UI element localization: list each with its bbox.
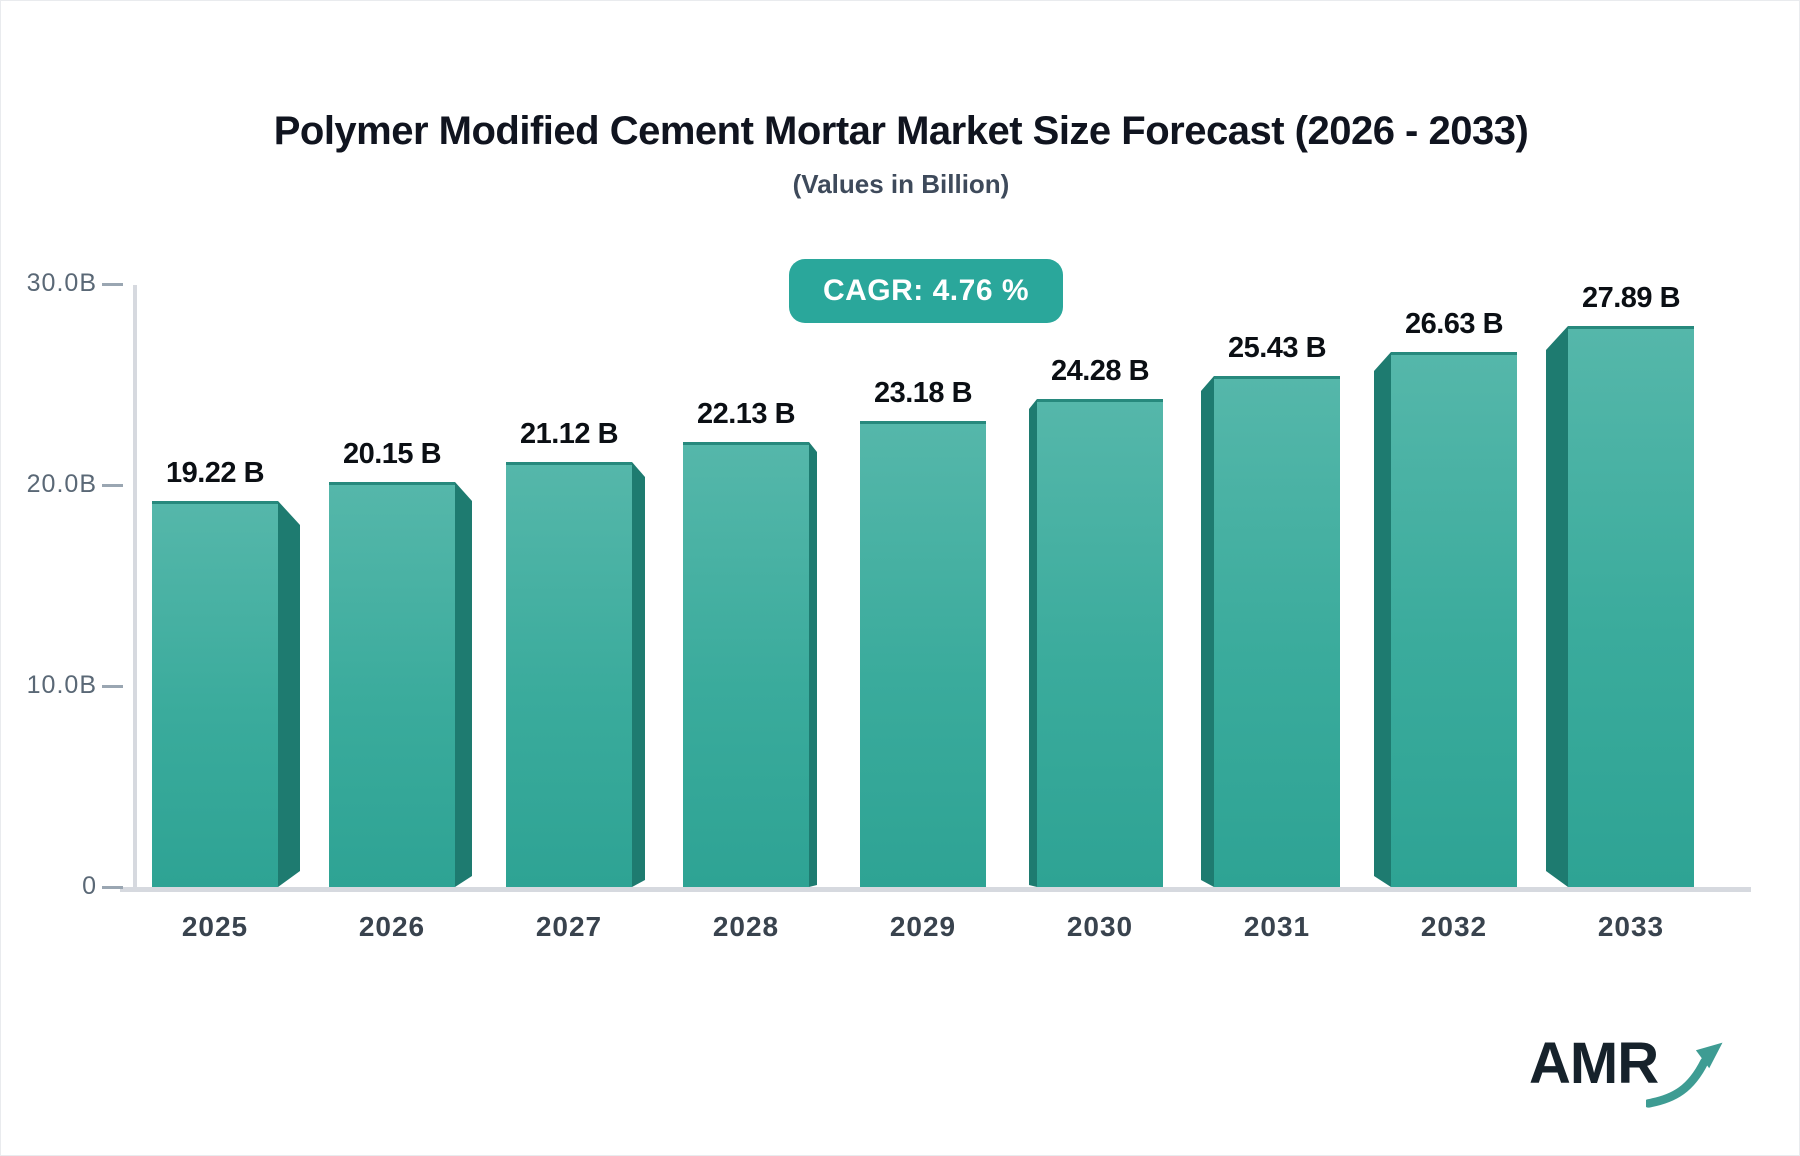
bar-value-label: 27.89 B xyxy=(1581,282,1681,314)
y-axis-line xyxy=(133,285,137,892)
bar xyxy=(1391,352,1517,887)
bar-value-label: 19.22 B xyxy=(165,457,265,489)
y-tick-label: 10.0B xyxy=(26,671,97,699)
brand-logo-text: AMR xyxy=(1529,1031,1659,1096)
bar-value-label: 22.13 B xyxy=(696,398,796,430)
y-tick-label: 0 xyxy=(82,872,97,900)
x-tick-label: 2032 xyxy=(1420,911,1488,942)
growth-arrow-icon xyxy=(1646,1042,1723,1108)
bar-side-face xyxy=(1374,352,1391,887)
y-tick-dash xyxy=(102,886,123,889)
bar xyxy=(683,442,809,887)
bar-value-label: 23.18 B xyxy=(873,377,973,409)
bar-value-label: 20.15 B xyxy=(342,438,442,470)
bar-side-face xyxy=(1029,399,1037,887)
y-tick-dash xyxy=(102,685,123,688)
bar-side-face xyxy=(278,501,300,887)
bar xyxy=(1568,326,1694,887)
bar-side-face xyxy=(1546,326,1568,887)
bar-side-face xyxy=(1201,376,1214,887)
bar-side-face xyxy=(455,482,472,887)
x-tick-label: 2027 xyxy=(535,911,603,942)
bar-value-label: 25.43 B xyxy=(1227,332,1327,364)
bar xyxy=(860,421,986,887)
x-tick-label: 2033 xyxy=(1597,911,1665,942)
bar xyxy=(506,462,632,887)
x-axis-line xyxy=(120,887,1751,892)
bar xyxy=(1214,376,1340,887)
y-tick-label: 30.0B xyxy=(26,269,97,297)
y-tick-dash xyxy=(102,283,123,286)
x-tick-label: 2028 xyxy=(712,911,780,942)
bar-side-face xyxy=(809,442,817,887)
cagr-badge-label: CAGR: 4.76 % xyxy=(822,274,1030,307)
bar xyxy=(329,482,455,887)
bar-value-label: 21.12 B xyxy=(519,418,619,450)
x-tick-label: 2025 xyxy=(181,911,249,942)
x-tick-label: 2030 xyxy=(1066,911,1134,942)
y-tick-dash xyxy=(102,484,123,487)
chart-title: Polymer Modified Cement Mortar Market Si… xyxy=(273,109,1529,153)
bar-value-label: 24.28 B xyxy=(1050,355,1150,387)
x-tick-label: 2031 xyxy=(1243,911,1311,942)
bar xyxy=(1037,399,1163,887)
bar xyxy=(152,501,278,887)
chart-subtitle: (Values in Billion) xyxy=(792,169,1010,199)
y-tick-label: 20.0B xyxy=(26,470,97,498)
brand-logo: AMR xyxy=(1529,1033,1742,1111)
bar-value-label: 26.63 B xyxy=(1404,308,1504,340)
cagr-badge: CAGR: 4.76 % xyxy=(789,259,1063,323)
x-tick-label: 2029 xyxy=(889,911,957,942)
bar-side-face xyxy=(632,462,645,887)
x-tick-label: 2026 xyxy=(358,911,426,942)
